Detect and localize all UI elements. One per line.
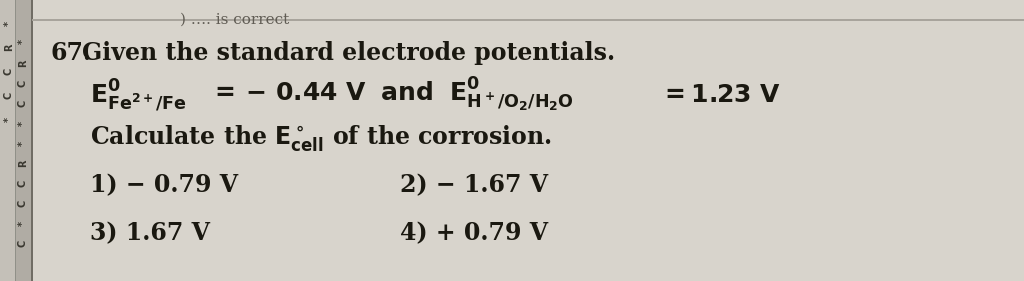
Text: *: * xyxy=(18,38,28,44)
Bar xyxy=(32,19,1024,21)
Text: R: R xyxy=(18,59,28,67)
Text: 2) − 1.67 V: 2) − 1.67 V xyxy=(400,173,548,197)
Text: 67.: 67. xyxy=(50,41,91,65)
Text: *: * xyxy=(4,117,14,121)
Text: C: C xyxy=(18,179,28,187)
Text: Calculate the $\mathbf{E^\circ_{cell}}$ of the corrosion.: Calculate the $\mathbf{E^\circ_{cell}}$ … xyxy=(90,123,552,153)
Text: 3) 1.67 V: 3) 1.67 V xyxy=(90,221,210,245)
Text: R: R xyxy=(18,159,28,167)
Text: 4) + 0.79 V: 4) + 0.79 V xyxy=(400,221,548,245)
Text: C: C xyxy=(18,99,28,106)
Text: C: C xyxy=(4,91,14,99)
FancyBboxPatch shape xyxy=(32,0,1024,281)
Text: *: * xyxy=(18,221,28,225)
Text: C: C xyxy=(4,67,14,75)
Text: C: C xyxy=(18,200,28,207)
Text: *: * xyxy=(18,121,28,126)
Text: ) …. is correct: ) …. is correct xyxy=(180,13,289,27)
Bar xyxy=(0,0,32,281)
Text: *: * xyxy=(4,21,14,26)
Text: Given the standard electrode potentials.: Given the standard electrode potentials. xyxy=(82,41,615,65)
Text: R: R xyxy=(4,43,14,51)
Bar xyxy=(0,0,16,281)
Text: C: C xyxy=(18,79,28,87)
Text: 1) − 0.79 V: 1) − 0.79 V xyxy=(90,173,238,197)
Text: $\mathbf{= -\,0.44\ V\ \ and\ \ E^0_{H^+/O_2/H_2O}}$: $\mathbf{= -\,0.44\ V\ \ and\ \ E^0_{H^+… xyxy=(210,76,574,114)
Bar xyxy=(31,0,33,281)
Text: C: C xyxy=(18,239,28,247)
Text: $\mathbf{= 1.23\ V}$: $\mathbf{= 1.23\ V}$ xyxy=(660,83,780,107)
Text: $\mathbf{E^0_{Fe^{2+}/Fe}}$: $\mathbf{E^0_{Fe^{2+}/Fe}}$ xyxy=(90,76,186,114)
Text: *: * xyxy=(18,140,28,146)
